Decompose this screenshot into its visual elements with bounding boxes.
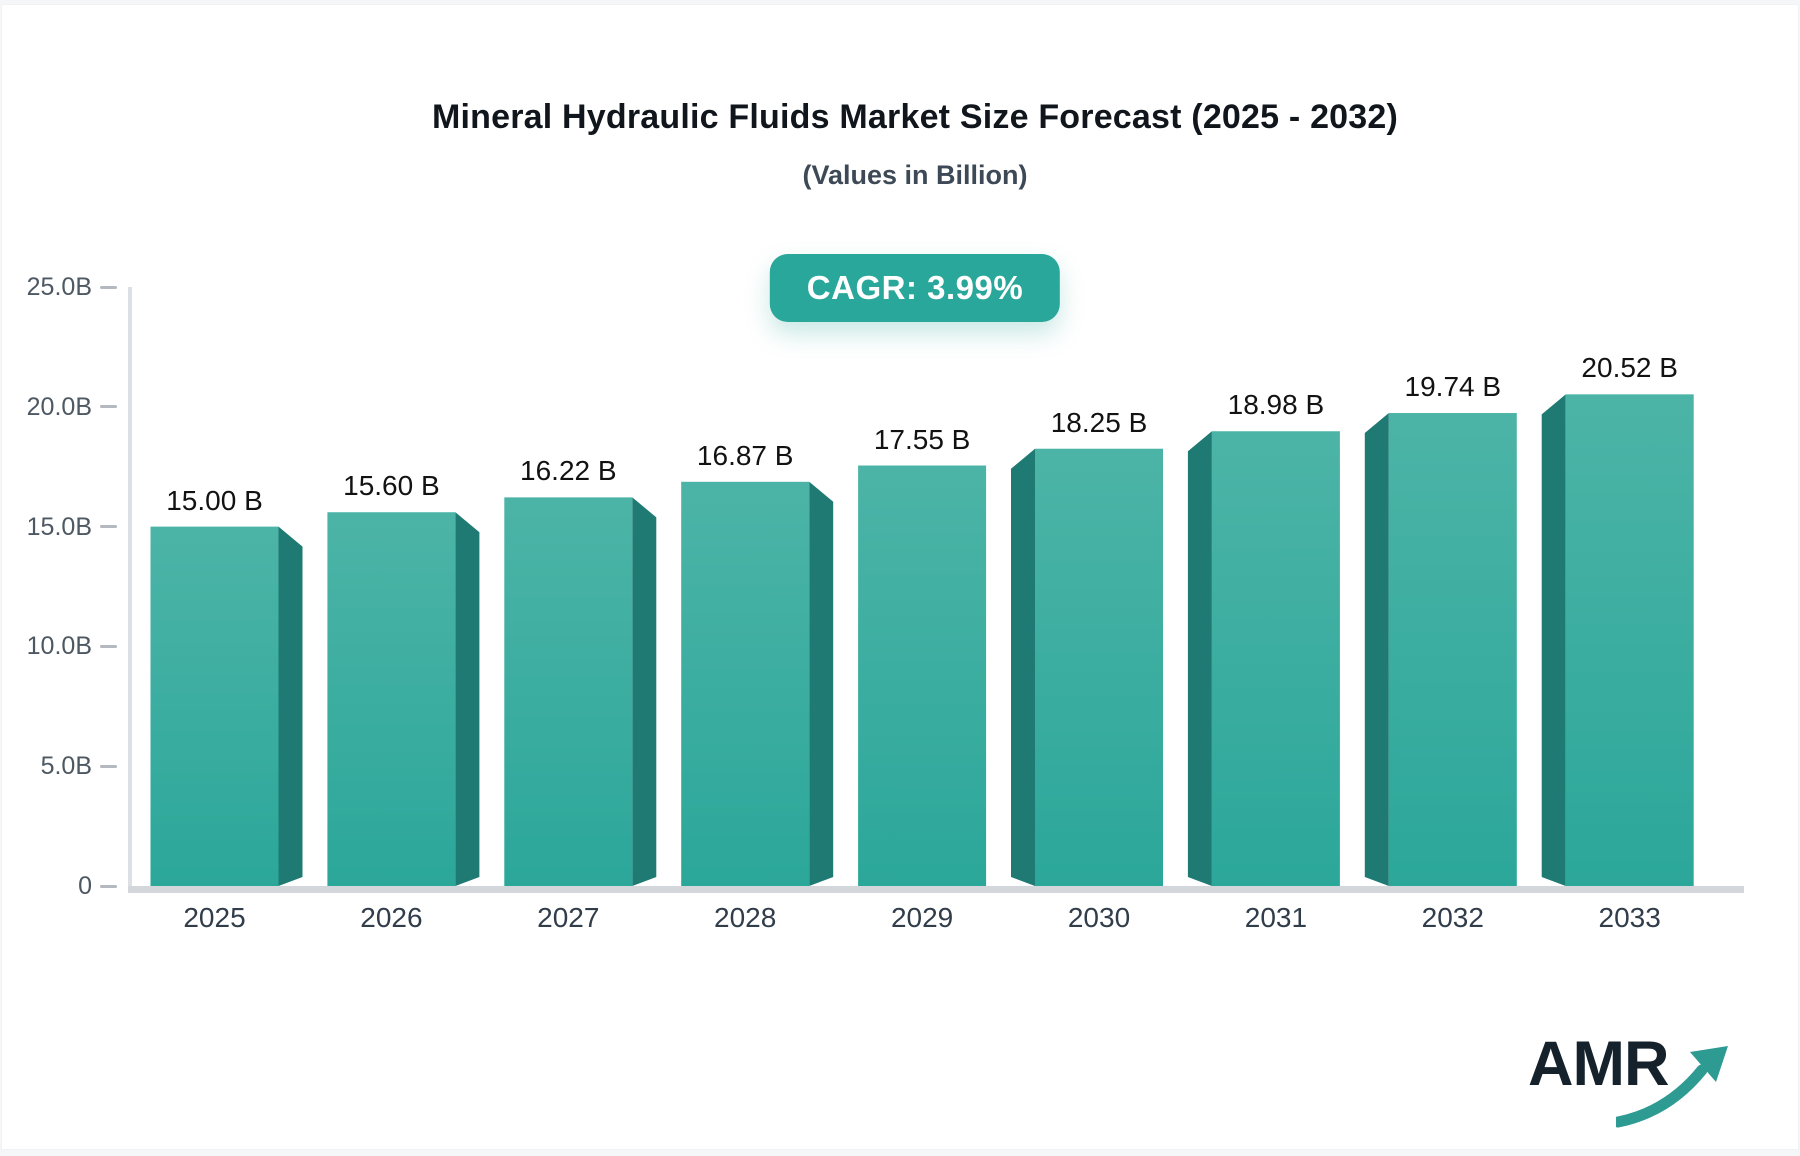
y-axis-tick-mark: [100, 644, 117, 648]
y-axis-tick-mark: [100, 764, 117, 768]
bar-2026: [327, 512, 456, 886]
y-axis-line: [128, 287, 132, 886]
bar-side-2027: [632, 497, 657, 886]
bar-side-2032: [1364, 413, 1389, 886]
amr-logo: AMR: [1528, 1028, 1728, 1128]
bar-2032: [1388, 413, 1517, 886]
y-axis-tick-label: 25.0B: [26, 273, 92, 301]
y-axis-tick-label: 20.0B: [26, 392, 92, 421]
bar-side-2025: [278, 526, 303, 886]
bar-2029: [858, 465, 987, 886]
x-axis-baseline: [128, 886, 1744, 893]
bars-layer: [150, 394, 1694, 886]
y-axis-tick-mark: [100, 884, 117, 888]
x-axis-label-2029: 2029: [890, 902, 954, 933]
bar-value-label-2028: 16.87 B: [696, 439, 794, 471]
bar-chart: 25.0B 20.0B 15.0B 10.0B 5.0B 0 15.00 B 2025 15.6…: [0, 240, 1800, 960]
y-axis-tick-label: 10.0B: [26, 632, 92, 661]
chart-subtitle: (Values in Billion): [802, 160, 1028, 190]
x-axis-label-2025: 2025: [183, 902, 246, 933]
bar-2025: [150, 526, 279, 886]
bar-value-label-2027: 16.22 B: [520, 455, 617, 487]
chart-title: Mineral Hydraulic Fluids Market Size For…: [431, 98, 1399, 136]
y-axis-tick-mark: [100, 405, 117, 409]
x-axis-label-2032: 2032: [1421, 902, 1484, 933]
bar-value-label-2030: 18.25 B: [1050, 406, 1148, 438]
y-axis-tick-label: 0: [78, 872, 92, 900]
x-axis-label-2028: 2028: [714, 902, 777, 933]
x-axis-label-2033: 2033: [1598, 902, 1661, 933]
bar-side-2031: [1187, 431, 1212, 886]
bar-value-label-2031: 18.98 B: [1227, 389, 1325, 421]
bar-value-label-2025: 15.00 B: [166, 484, 263, 516]
bar-value-label-2029: 17.55 B: [873, 423, 971, 455]
bar-2028: [681, 481, 810, 886]
cagr-badge: CAGR: 3.99%: [769, 254, 1061, 322]
x-axis-label-2030: 2030: [1067, 902, 1131, 933]
y-axis-tick-mark: [100, 285, 117, 289]
x-axis-label-2031: 2031: [1244, 902, 1308, 933]
y-axis-tick-label: 5.0B: [40, 752, 92, 781]
bar-side-2030: [1011, 448, 1035, 886]
bar-2031: [1211, 431, 1340, 886]
bar-2033: [1565, 394, 1694, 886]
amr-logo-arrow-icon: [1616, 1046, 1728, 1128]
amr-logo-text: AMR: [1528, 1029, 1669, 1099]
bar-side-2026: [455, 512, 480, 886]
x-axis-label-2026: 2026: [360, 902, 423, 933]
x-axis-label-2027: 2027: [537, 902, 600, 933]
bar-2030: [1035, 448, 1163, 886]
bar-side-2033: [1541, 394, 1566, 886]
y-axis-tick-mark: [100, 525, 117, 529]
bar-value-label-2032: 19.74 B: [1404, 371, 1502, 403]
bar-value-label-2026: 15.60 B: [343, 470, 440, 502]
y-axis-tick-label: 15.0B: [26, 512, 92, 541]
bar-side-2028: [809, 481, 834, 886]
bar-value-label-2033: 20.52 B: [1581, 352, 1678, 384]
bar-2027: [504, 497, 633, 886]
